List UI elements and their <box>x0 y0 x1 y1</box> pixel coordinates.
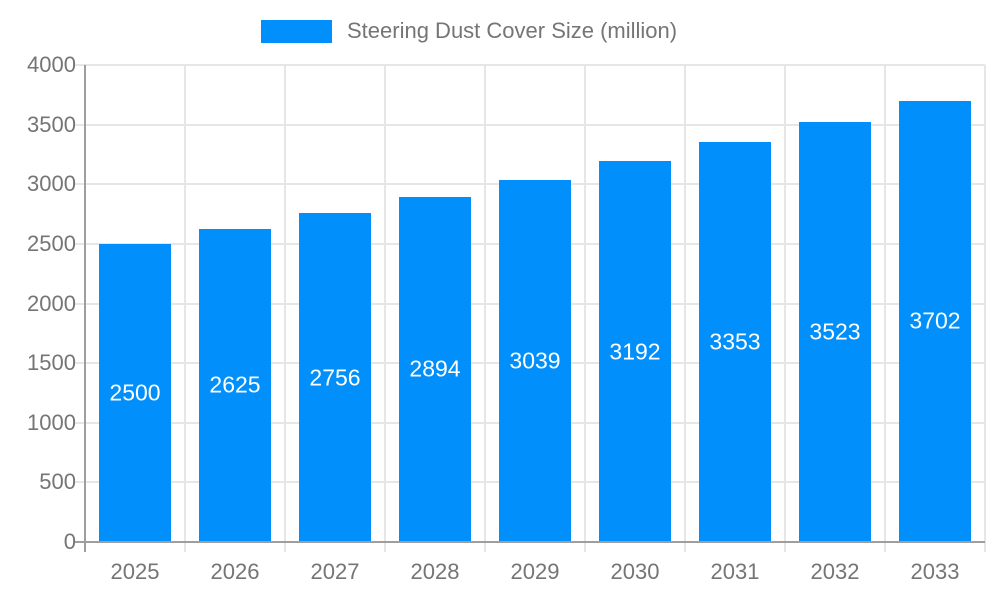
grid-line-v <box>584 65 586 552</box>
grid-line-v <box>784 65 786 552</box>
y-axis-tick-label: 500 <box>39 469 76 495</box>
y-axis-tick-label: 0 <box>63 529 76 554</box>
bar[interactable]: 2500 <box>99 243 171 542</box>
plot-area: 2500 2625 2756 2894 3039 3192 3353 3523 3702 <box>75 64 986 552</box>
x-axis-tick-label: 2033 <box>910 559 960 584</box>
x-axis-tick-label: 2029 <box>510 559 560 584</box>
x-axis-tick-label: 2030 <box>610 559 660 584</box>
bar[interactable]: 3523 <box>799 121 871 542</box>
legend-label: Steering Dust Cover Size (million) <box>347 18 678 43</box>
grid-line-v <box>984 65 986 552</box>
x-axis-tick-label: 2028 <box>410 559 460 584</box>
bar-value-label: 2625 <box>209 371 261 398</box>
y-axis-line <box>84 65 86 552</box>
grid-line-v <box>484 65 486 552</box>
x-axis-tick-label: 2027 <box>310 559 360 584</box>
y-axis-tick-label: 4000 <box>27 52 76 77</box>
bar[interactable]: 2625 <box>199 228 271 542</box>
bar-value-label: 3702 <box>909 307 961 334</box>
x-axis-line <box>75 541 985 543</box>
grid-line-v <box>384 65 386 552</box>
bar[interactable]: 2756 <box>299 213 371 542</box>
x-axis-tick-label: 2026 <box>210 559 260 584</box>
bar-value-label: 2894 <box>409 355 461 382</box>
grid-line-v <box>884 65 886 552</box>
bar[interactable]: 3702 <box>899 100 971 542</box>
bar-value-label: 3039 <box>509 347 561 374</box>
chart-legend[interactable]: Steering Dust Cover Size (million) <box>261 18 677 44</box>
bar-value-label: 3192 <box>609 338 661 365</box>
x-axis-tick-label: 2025 <box>110 559 160 584</box>
y-axis-tick-label: 2000 <box>27 290 76 316</box>
grid-line-v <box>184 65 186 552</box>
bar[interactable]: 2894 <box>399 196 471 542</box>
grid-line-v <box>284 65 286 552</box>
bar-value-label: 2500 <box>109 379 161 406</box>
y-axis-tick-label: 1000 <box>27 409 76 435</box>
y-axis-tick-label: 2500 <box>27 230 76 256</box>
y-axis-tick-label: 3500 <box>27 111 76 137</box>
bar[interactable]: 3039 <box>499 179 571 542</box>
grid-line-h <box>75 123 985 126</box>
grid-line-v <box>684 65 686 552</box>
y-axis-tick-label: 3000 <box>27 171 76 197</box>
y-axis-tick-label: 1500 <box>27 350 76 376</box>
bar-value-label: 3523 <box>809 318 861 345</box>
legend-swatch <box>261 19 332 43</box>
grid-line-h <box>75 64 985 66</box>
x-axis-tick-label: 2032 <box>810 559 860 584</box>
bar[interactable]: 3353 <box>699 142 771 542</box>
bar-value-label: 2756 <box>309 364 361 391</box>
bar-value-label: 3353 <box>709 328 761 355</box>
x-axis-tick-label: 2031 <box>710 559 760 584</box>
bar[interactable]: 3192 <box>599 161 671 542</box>
